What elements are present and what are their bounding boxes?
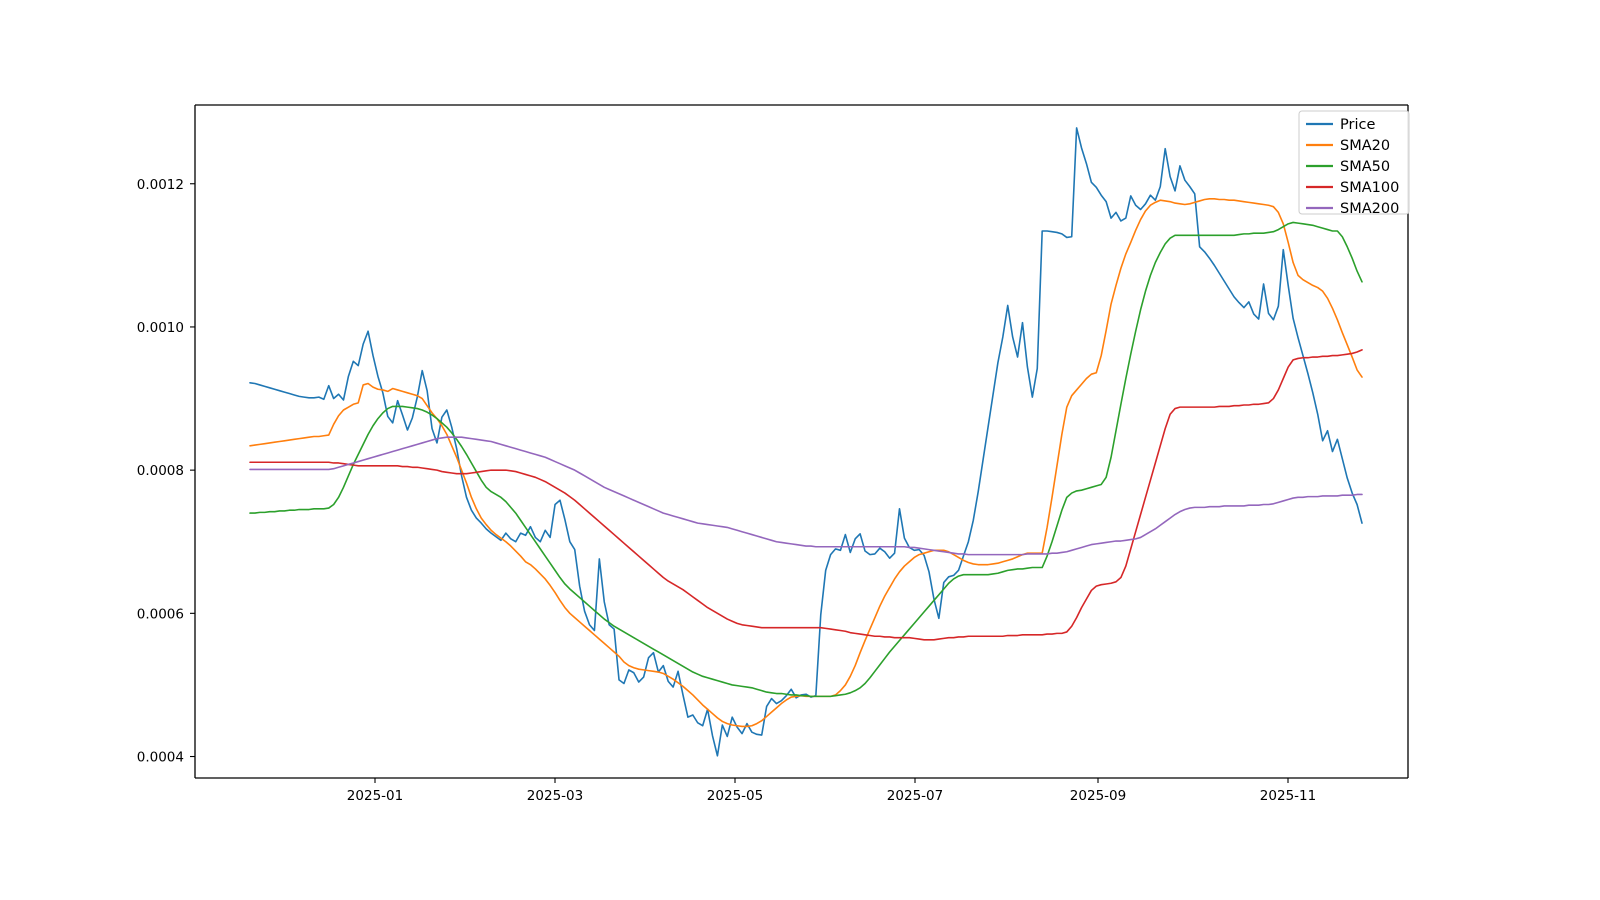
chart-legend[interactable]: Price SMA20 SMA50 SMA100 SMA200 <box>1298 110 1410 217</box>
legend-label-sma200[interactable]: SMA200 <box>1340 201 1399 217</box>
y-tick-label: 0.0004 <box>137 750 184 766</box>
series-line-sma50 <box>249 221 1363 698</box>
y-tick-label: 0.0008 <box>137 463 184 479</box>
x-tick-label: 2025-07 <box>887 788 943 804</box>
legend-label-price[interactable]: Price <box>1340 117 1375 133</box>
legend-label-sma100[interactable]: SMA100 <box>1340 180 1399 196</box>
x-tick-label: 2025-03 <box>527 788 583 804</box>
legend-label-sma20[interactable]: SMA20 <box>1340 138 1390 154</box>
series-line-price <box>249 127 1363 757</box>
series-line-sma200 <box>249 436 1363 556</box>
y-tick-label: 0.0012 <box>137 177 184 193</box>
x-axis-ticks: 2025-01 2025-03 2025-05 2025-07 2025-09 2025-… <box>347 778 1316 804</box>
x-tick-label: 2025-11 <box>1260 788 1316 804</box>
y-axis-ticks: 0.0004 0.0006 0.0008 0.0010 0.0012 <box>137 177 195 766</box>
x-tick-label: 2025-05 <box>707 788 763 804</box>
legend-label-sma50[interactable]: SMA50 <box>1340 159 1390 175</box>
axis-spines <box>194 104 1409 779</box>
x-tick-label: 2025-09 <box>1070 788 1126 804</box>
y-tick-label: 0.0006 <box>137 606 184 622</box>
x-tick-label: 2025-01 <box>347 788 403 804</box>
legend-box <box>1298 110 1410 215</box>
y-tick-label: 0.0010 <box>137 320 184 336</box>
series-line-sma100 <box>249 349 1363 641</box>
data-series-group <box>249 127 1363 757</box>
plot-area-background <box>195 105 1408 778</box>
